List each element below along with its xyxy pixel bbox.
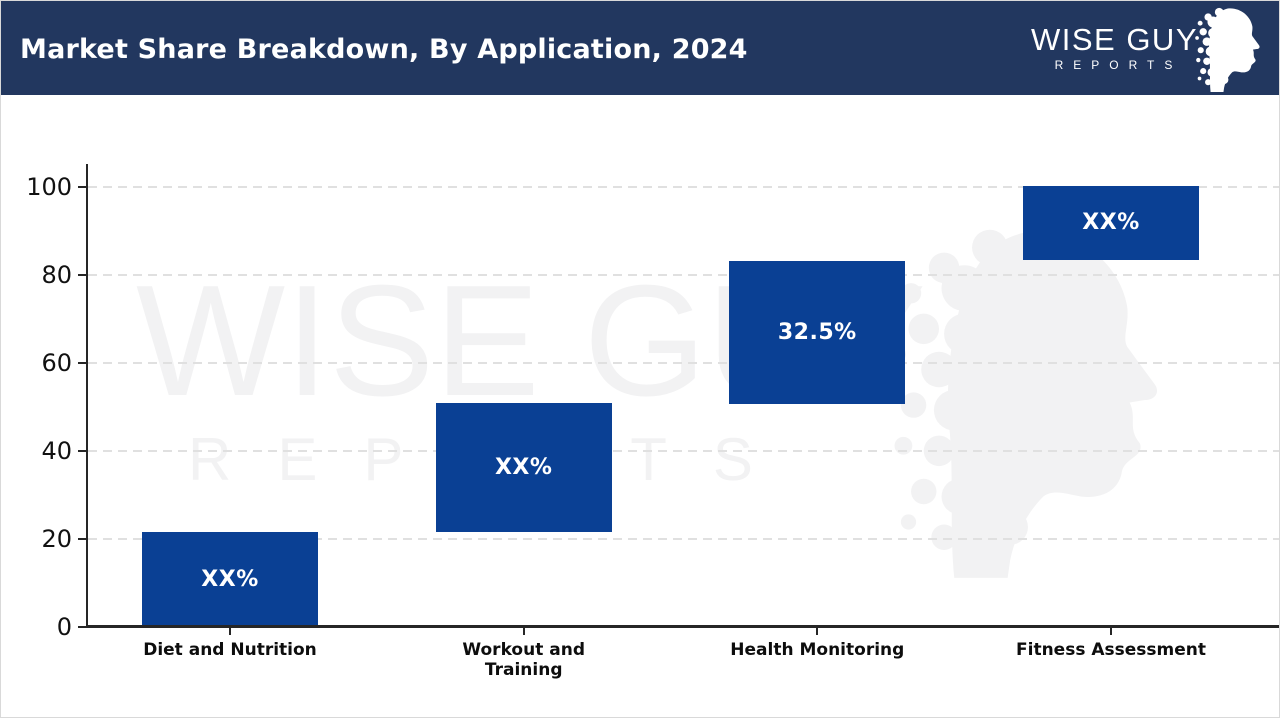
- x-axis-line: [86, 625, 1280, 628]
- header-bar: Market Share Breakdown, By Application, …: [0, 0, 1280, 95]
- bar-diet-and-nutrition: XX%: [142, 532, 318, 627]
- x-tick-0: [229, 628, 231, 635]
- logo-subtitle: REPORTS: [1054, 57, 1183, 72]
- chart-title: Market Share Breakdown, By Application, …: [20, 34, 748, 65]
- y-tick-100: [78, 186, 86, 189]
- y-tick-60: [78, 362, 86, 365]
- y-tick-label-40: 40: [41, 437, 72, 466]
- wise-guy-logo: WISE GUY REPORTS: [1031, 6, 1266, 92]
- bar-value-label: XX%: [494, 454, 553, 480]
- gridline-80: [88, 274, 1280, 277]
- y-tick-label-60: 60: [41, 349, 72, 378]
- y-axis-line: [86, 164, 88, 628]
- bar-fitness-assessment: XX%: [1023, 185, 1199, 260]
- gridline-20: [88, 538, 1280, 541]
- y-tick-label-0: 0: [56, 613, 72, 641]
- category-label-1: Workout and Training: [462, 640, 585, 680]
- y-tick-label-100: 100: [26, 173, 72, 202]
- x-tick-3: [1110, 628, 1112, 635]
- y-tick-40: [78, 450, 86, 453]
- gridline-40: [88, 450, 1280, 453]
- gridline-100: [88, 186, 1280, 189]
- bar-health-monitoring: 32.5%: [729, 260, 906, 404]
- category-label-0: Diet and Nutrition: [143, 640, 317, 660]
- gridline-60: [88, 362, 1280, 365]
- y-tick-label-80: 80: [41, 261, 72, 290]
- logo-wordmark: WISE GUY: [1030, 21, 1198, 57]
- bar-value-label: XX%: [201, 567, 259, 592]
- y-tick-80: [78, 274, 86, 277]
- bar-value-label: 32.5%: [777, 319, 857, 345]
- y-tick-label-20: 20: [41, 525, 72, 554]
- wise-guy-head-icon: [1192, 6, 1266, 92]
- logo-text: WISE GUY REPORTS: [1031, 24, 1198, 71]
- category-label-3: Fitness Assessment: [1016, 640, 1206, 660]
- x-tick-2: [816, 628, 819, 635]
- y-tick-0: [78, 626, 86, 628]
- bar-value-label: XX%: [1082, 210, 1140, 236]
- category-label-2: Health Monitoring: [730, 640, 905, 660]
- bar-workout-and-training: XX%: [435, 402, 612, 533]
- x-tick-1: [522, 628, 525, 635]
- y-tick-20: [78, 538, 86, 541]
